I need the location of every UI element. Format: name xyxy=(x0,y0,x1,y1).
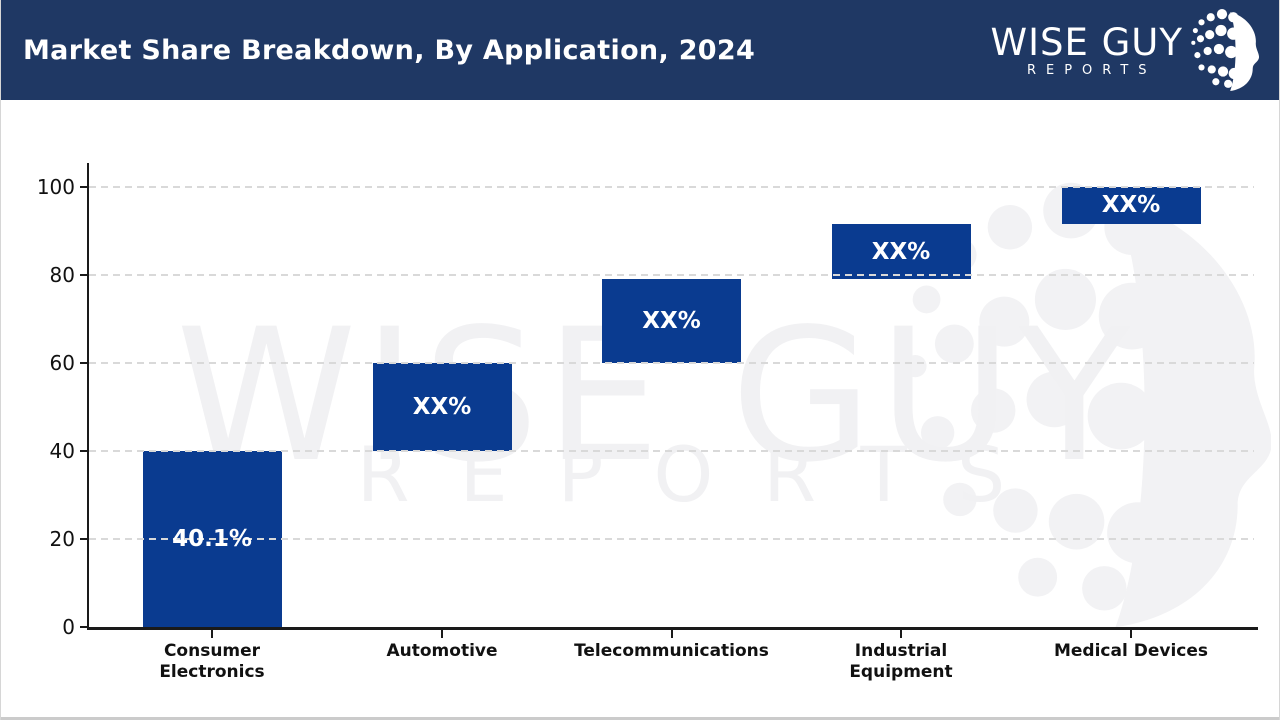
logo-subtitle: REPORTS xyxy=(1026,62,1157,78)
bar-value-label: 40.1% xyxy=(172,525,252,552)
gridline-100 xyxy=(89,186,1254,188)
gridline-40 xyxy=(89,450,1254,452)
y-tick-mark xyxy=(80,186,89,188)
x-axis-label-automotive: Automotive xyxy=(386,641,498,661)
bar-value-label: XX% xyxy=(1101,192,1161,219)
x-axis-label-telecommunications: Telecommunications xyxy=(574,641,769,661)
header-bar: Market Share Breakdown, By Application, … xyxy=(1,0,1279,100)
y-tick-mark xyxy=(80,538,89,540)
y-tick-mark xyxy=(80,362,89,364)
x-axis-label-industrial-equipment: Industrial Equipment xyxy=(849,641,953,682)
x-tick-mark xyxy=(211,630,213,638)
page-title: Market Share Breakdown, By Application, … xyxy=(23,34,756,66)
bar-medical-devices xyxy=(1061,187,1201,224)
bar-telecommunications xyxy=(602,279,741,363)
x-tick-mark xyxy=(670,630,673,638)
y-axis-tick-label: 60 xyxy=(49,351,75,375)
logo-wordmark: WISE GUY xyxy=(990,20,1183,64)
y-axis-line xyxy=(87,163,89,629)
x-tick-mark xyxy=(900,630,902,638)
x-axis-line xyxy=(87,627,1258,630)
y-axis-tick-label: 100 xyxy=(36,175,75,199)
x-axis-label-medical-devices: Medical Devices xyxy=(1053,641,1208,661)
y-axis-tick-label: 0 xyxy=(62,615,75,639)
wiseguy-logo: WISE GUY REPORTS xyxy=(991,8,1259,92)
bar-value-label: XX% xyxy=(412,393,472,420)
wiseguy-head-icon xyxy=(1191,9,1259,91)
y-tick-mark xyxy=(80,626,89,628)
wiseguy-logo-text: WISE GUY REPORTS xyxy=(991,24,1183,77)
y-tick-mark xyxy=(80,450,89,452)
x-tick-mark xyxy=(441,630,443,638)
gridline-80 xyxy=(89,274,1254,276)
watermark-head-icon xyxy=(904,182,1271,628)
bar-industrial-equipment xyxy=(831,223,971,280)
gridline-20 xyxy=(89,538,1254,540)
y-axis-tick-label: 40 xyxy=(49,439,75,463)
x-tick-mark xyxy=(1130,630,1132,638)
chart-area: WISE GUY REPORTS 0 20 40 60 80 100 40.1% Consum… xyxy=(1,100,1279,717)
gridline-60 xyxy=(89,362,1254,364)
y-tick-mark xyxy=(80,274,89,276)
y-axis-tick-label: 80 xyxy=(49,263,75,287)
x-axis-label-consumer-electronics: Consumer Electronics xyxy=(159,641,265,682)
y-axis-tick-label: 20 xyxy=(49,527,75,551)
bottom-border xyxy=(1,717,1279,720)
bar-value-label: XX% xyxy=(871,238,931,265)
bar-automotive xyxy=(372,363,512,451)
bar-value-label: XX% xyxy=(642,308,701,335)
